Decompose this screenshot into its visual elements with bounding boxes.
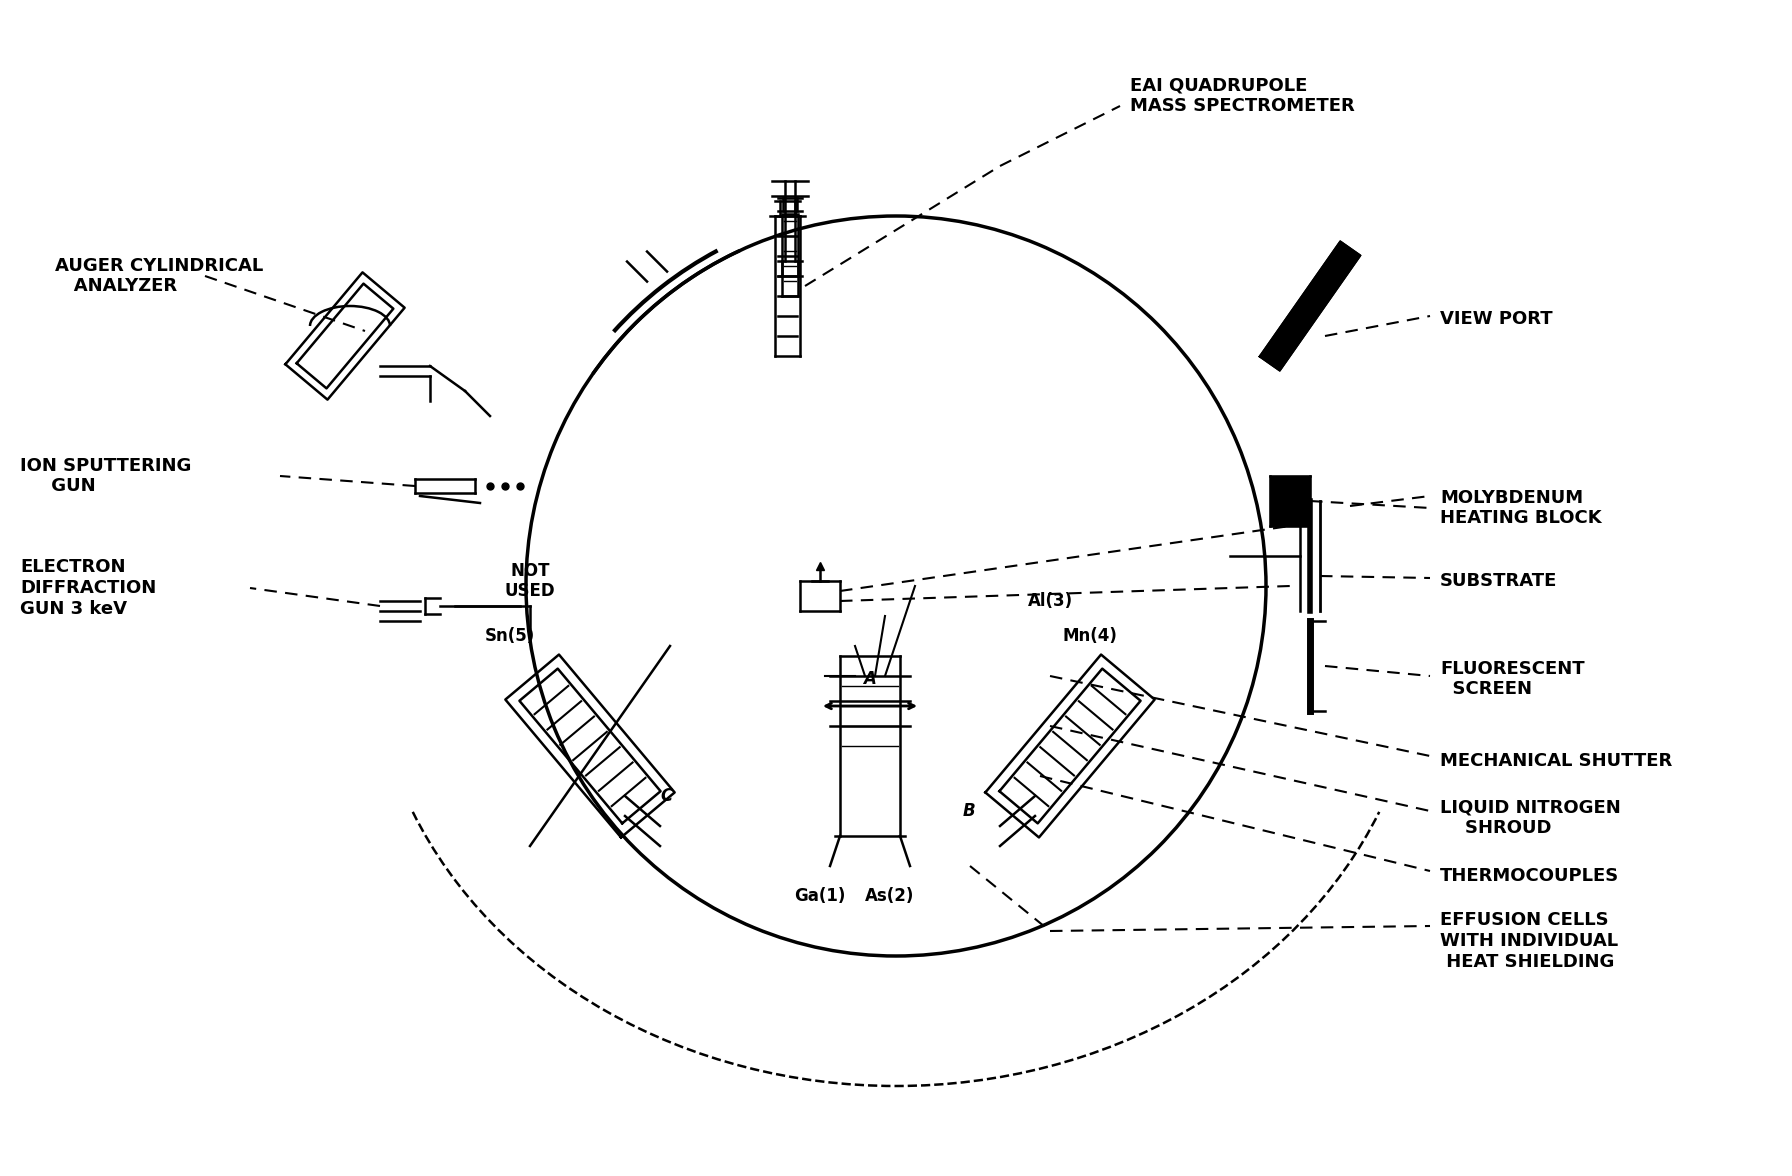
Text: SUBSTRATE: SUBSTRATE: [1441, 572, 1557, 590]
Text: Al(3): Al(3): [1027, 592, 1073, 610]
Text: LIQUID NITROGEN
    SHROUD: LIQUID NITROGEN SHROUD: [1441, 799, 1620, 837]
Text: ION SPUTTERING
     GUN: ION SPUTTERING GUN: [20, 456, 192, 495]
Text: ELECTRON
DIFFRACTION
GUN 3 keV: ELECTRON DIFFRACTION GUN 3 keV: [20, 559, 156, 617]
Text: Ga(1): Ga(1): [794, 887, 846, 906]
Bar: [1271, 476, 1310, 526]
Text: VIEW PORT: VIEW PORT: [1441, 310, 1552, 328]
Text: MECHANICAL SHUTTER: MECHANICAL SHUTTER: [1441, 751, 1672, 770]
Text: EAI QUADRUPOLE
MASS SPECTROMETER: EAI QUADRUPOLE MASS SPECTROMETER: [1131, 76, 1355, 115]
Text: A: A: [864, 670, 876, 688]
Text: THERMOCOUPLES: THERMOCOUPLES: [1441, 867, 1620, 886]
Text: Mn(4): Mn(4): [1063, 627, 1118, 644]
Text: Sn(5): Sn(5): [486, 627, 536, 644]
Text: C: C: [659, 787, 672, 806]
Text: FLUORESCENT
  SCREEN: FLUORESCENT SCREEN: [1441, 660, 1584, 699]
Polygon shape: [1260, 242, 1360, 370]
Text: EFFUSION CELLS
WITH INDIVIDUAL
 HEAT SHIELDING: EFFUSION CELLS WITH INDIVIDUAL HEAT SHIE…: [1441, 911, 1618, 971]
Text: NOT
USED: NOT USED: [505, 562, 556, 601]
Text: As(2): As(2): [866, 887, 914, 906]
Text: MOLYBDENUM
HEATING BLOCK: MOLYBDENUM HEATING BLOCK: [1441, 488, 1602, 527]
Text: AUGER CYLINDRICAL
   ANALYZER: AUGER CYLINDRICAL ANALYZER: [56, 256, 263, 295]
Text: B: B: [962, 802, 975, 820]
